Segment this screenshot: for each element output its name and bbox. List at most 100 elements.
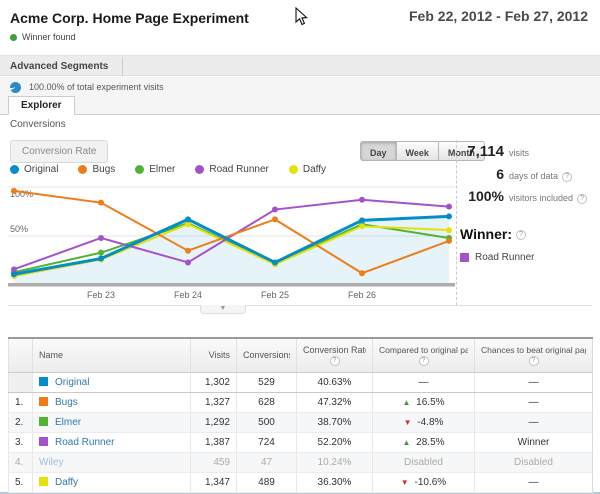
variation-link[interactable]: Road Runner <box>55 436 115 448</box>
granularity-day-button[interactable]: Day <box>360 141 397 161</box>
chart-collapse-button[interactable]: ▼ <box>200 305 246 314</box>
visits-cell: 1,387 <box>190 432 237 453</box>
winner-found-dot-icon <box>10 33 17 41</box>
legend-item-bugs[interactable]: Bugs <box>78 164 115 175</box>
conversion-rate-cell: 10.24% <box>296 452 373 473</box>
conversion-rate-cell: 47.32% <box>296 392 373 413</box>
arrow-up-icon: ▲ <box>402 437 411 447</box>
variation-link[interactable]: Wiley <box>39 456 64 468</box>
granularity-week-button[interactable]: Week <box>396 141 439 161</box>
winner-block: Winner:? Road Runner <box>460 226 596 263</box>
rank-column-header <box>8 338 33 373</box>
conversions-row: Conversions <box>0 115 600 133</box>
line-chart-svg: 100% 50% Feb 23 Feb 24 Feb 25 Feb 26 <box>8 186 455 300</box>
stats-panel: 7,114 visits 6 days of data? 100% visito… <box>460 143 596 263</box>
advanced-segments-button[interactable]: Advanced Segments <box>0 57 124 77</box>
visits-cell: 1,302 <box>190 372 237 393</box>
tabs-row: Explorer <box>0 96 600 115</box>
experiment-status: Winner found <box>10 32 76 42</box>
chances-cell: Disabled <box>474 452 593 473</box>
series-color-swatch <box>39 376 48 386</box>
arrow-up-icon: ▲ <box>402 397 411 407</box>
variation-link[interactable]: Daffy <box>55 476 79 488</box>
visits-cell: 1,347 <box>190 472 237 493</box>
mouse-cursor-icon <box>295 7 308 26</box>
column-header-visits[interactable]: Visits <box>190 338 237 373</box>
visits-cell: 459 <box>190 452 237 473</box>
page-header: Acme Corp. Home Page Experiment Winner f… <box>0 0 600 55</box>
tab-explorer[interactable]: Explorer <box>8 96 75 115</box>
column-header-label: Compared to original page <box>379 344 468 355</box>
column-header-label: Conversions <box>243 350 290 361</box>
compared-cell: ▼ -10.6% <box>372 472 475 493</box>
help-icon[interactable]: ? <box>528 355 539 366</box>
table-row-original: Original 1,302 529 40.63% — — <box>8 372 593 393</box>
legend-item-road-runner[interactable]: Road Runner <box>195 164 269 175</box>
days-value: 6 <box>496 166 504 182</box>
variation-name-cell: Elmer <box>32 412 191 433</box>
results-table: Name Visits Conversions Conversion Rate? Com… <box>8 337 593 493</box>
granularity-toggle: Day Week Month <box>360 141 485 161</box>
legend-dot-icon <box>135 165 145 174</box>
legend-item-original[interactable]: Original <box>10 164 58 175</box>
column-header-label: Name <box>39 350 64 361</box>
row-rank: 1. <box>8 392 33 413</box>
table-row-bugs: 1. Bugs 1,327 628 47.32% ▲ 16.5% — <box>8 392 593 413</box>
help-icon[interactable]: ? <box>515 229 526 240</box>
column-header-chances-to-beat-original-page[interactable]: Chances to beat original page? <box>474 338 593 373</box>
chart-legend: Original Bugs Elmer Road Runner Daffy <box>10 164 326 175</box>
conversions-cell: 47 <box>236 452 297 473</box>
legend-dot-icon <box>78 165 88 174</box>
variation-name-cell: Road Runner <box>32 432 191 453</box>
column-header-compared-to-original-page[interactable]: Compared to original page? <box>372 338 475 373</box>
visits-cell: 1,327 <box>190 392 237 413</box>
conversion-rate-metric-button[interactable]: Conversion Rate <box>10 140 109 163</box>
granularity-month-button[interactable]: Month <box>438 141 485 161</box>
column-header-conversions[interactable]: Conversions <box>236 338 297 373</box>
status-text: Winner found <box>22 32 76 42</box>
chances-cell: — <box>474 472 593 493</box>
chevron-down-icon: ▼ <box>219 305 227 312</box>
legend-dot-icon <box>10 165 19 174</box>
included-value: 100% <box>468 188 504 204</box>
help-icon[interactable]: ? <box>329 355 340 366</box>
legend-label: Bugs <box>92 164 116 175</box>
column-header-name[interactable]: Name <box>32 338 191 373</box>
column-header-conversion-rate[interactable]: Conversion Rate? <box>296 338 373 373</box>
conversion-rate-chart[interactable]: 100% 50% Feb 23 Feb 24 Feb 25 Feb 26 <box>8 181 455 303</box>
row-rank: 2. <box>8 412 33 433</box>
legend-label: Original <box>24 164 59 175</box>
compared-cell: ▲ 16.5% <box>372 392 475 413</box>
table-row-wiley: 4. Wiley 459 47 10.24% Disabled Disabled <box>8 452 593 473</box>
help-icon[interactable]: ? <box>577 193 588 204</box>
visits-value: 7,114 <box>467 143 504 160</box>
results-table-wrap: Name Visits Conversions Conversion Rate? Com… <box>8 337 593 493</box>
compared-cell: — <box>372 372 475 393</box>
variation-name-cell: Wiley <box>32 452 191 473</box>
help-icon[interactable]: ? <box>562 171 573 182</box>
table-header-row: Name Visits Conversions Conversion Rate? Com… <box>8 338 593 373</box>
series-color-swatch <box>39 436 48 446</box>
winner-name: Road Runner <box>475 252 535 263</box>
variation-link[interactable]: Bugs <box>55 396 78 408</box>
table-row-daffy: 5. Daffy 1,347 489 36.30% ▼ -10.6% — <box>8 472 593 493</box>
winner-row: Road Runner <box>460 252 596 263</box>
visits-stat: 7,114 visits <box>460 143 596 160</box>
series-color-swatch <box>39 396 48 406</box>
winner-title: Winner: <box>460 226 512 242</box>
chances-cell: Winner <box>474 432 593 453</box>
legend-item-daffy[interactable]: Daffy <box>288 164 326 175</box>
variation-link[interactable]: Original <box>55 376 90 388</box>
row-rank: 3. <box>8 432 33 453</box>
compared-cell: ▼ -4.8% <box>372 412 475 433</box>
date-range-selector[interactable]: Feb 22, 2012 - Feb 27, 2012 <box>409 8 588 24</box>
table-row-road-runner: 3. Road Runner 1,387 724 52.20% ▲ 28.5% Winner <box>8 432 593 453</box>
conversions-cell: 500 <box>236 412 297 433</box>
legend-item-elmer[interactable]: Elmer <box>135 164 175 175</box>
conversions-cell: 628 <box>236 392 297 413</box>
compared-cell: ▲ 28.5% <box>372 432 475 453</box>
help-icon[interactable]: ? <box>418 355 429 366</box>
variation-link[interactable]: Elmer <box>55 416 82 428</box>
row-rank: 4. <box>8 452 33 473</box>
